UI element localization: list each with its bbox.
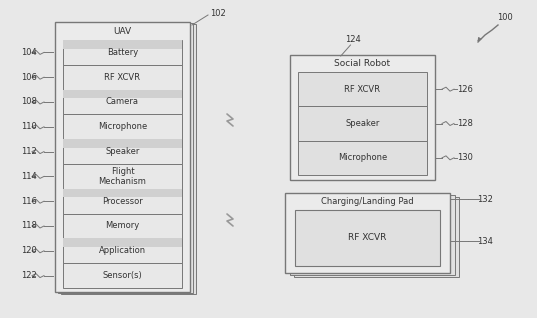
Bar (63, 139, 182, 164)
Bar (63, 238, 182, 247)
Bar (63, 164, 182, 189)
Text: 114: 114 (21, 172, 37, 181)
Bar (63, 214, 182, 238)
Text: 108: 108 (21, 98, 37, 107)
Bar (63, 263, 182, 288)
Text: 104: 104 (21, 48, 37, 57)
Text: 132: 132 (477, 195, 493, 204)
Text: Camera: Camera (106, 98, 139, 107)
Bar (58, 23, 193, 293)
Text: Processor: Processor (102, 197, 143, 206)
Text: 120: 120 (21, 246, 37, 255)
Bar (63, 90, 182, 98)
Bar (63, 90, 182, 114)
Text: 130: 130 (457, 153, 473, 162)
Text: Flight
Mechanism: Flight Mechanism (99, 167, 147, 186)
Bar (55, 22, 190, 292)
Text: Microphone: Microphone (338, 153, 387, 162)
Text: Memory: Memory (105, 222, 140, 231)
Bar (290, 55, 435, 180)
Bar (63, 40, 182, 49)
Text: Social Robot: Social Robot (335, 59, 390, 68)
Text: 112: 112 (21, 147, 37, 156)
Text: Speaker: Speaker (345, 119, 380, 128)
Text: RF XCVR: RF XCVR (349, 233, 387, 243)
Bar (63, 238, 182, 263)
Text: 106: 106 (21, 73, 37, 82)
Bar (63, 189, 182, 214)
Bar (63, 189, 182, 197)
Bar (290, 195, 455, 275)
Bar (63, 114, 182, 139)
Text: Microphone: Microphone (98, 122, 147, 131)
Bar (295, 210, 440, 266)
Text: 110: 110 (21, 122, 37, 131)
Text: RF XCVR: RF XCVR (345, 85, 381, 94)
Bar (285, 193, 450, 273)
Bar (63, 65, 182, 90)
Text: 116: 116 (21, 197, 37, 206)
Text: 100: 100 (497, 13, 513, 23)
Text: 126: 126 (457, 85, 473, 94)
Bar (63, 139, 182, 148)
Bar (294, 197, 459, 277)
Bar (63, 40, 182, 65)
Text: UAV: UAV (113, 27, 132, 37)
Text: Application: Application (99, 246, 146, 255)
Bar (61, 24, 196, 294)
Text: 124: 124 (345, 36, 360, 45)
Text: 122: 122 (21, 271, 37, 280)
Text: Charging/Landing Pad: Charging/Landing Pad (321, 197, 414, 206)
Text: 134: 134 (477, 237, 493, 245)
Text: Speaker: Speaker (105, 147, 140, 156)
Bar (298, 106, 427, 141)
Text: 118: 118 (21, 222, 37, 231)
Text: Sensor(s): Sensor(s) (103, 271, 142, 280)
Text: 128: 128 (457, 119, 473, 128)
Bar (298, 141, 427, 175)
Text: Battery: Battery (107, 48, 138, 57)
Bar (298, 72, 427, 106)
Text: RF XCVR: RF XCVR (105, 73, 141, 82)
Text: 102: 102 (210, 10, 226, 18)
